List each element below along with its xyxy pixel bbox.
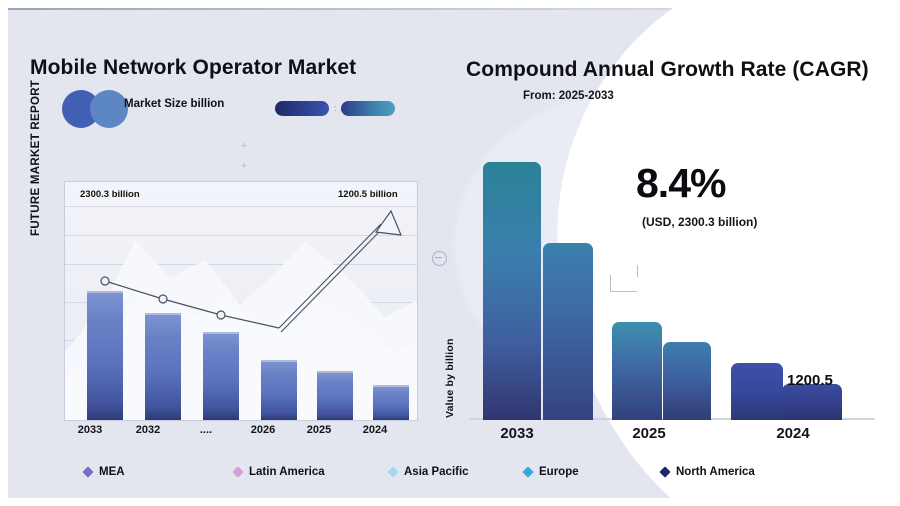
legend-pill-primary (275, 101, 329, 116)
right-bar-2033-primary (483, 162, 541, 420)
legend-item-asia-pacific[interactable]: Asia Pacific (387, 466, 524, 478)
left-chart-annotation-start: 2300.3 billion (80, 189, 140, 200)
legend-label: Latin America (249, 466, 325, 478)
right-bar-2024-secondary (782, 384, 842, 420)
right-bar-2024-primary (731, 363, 783, 420)
right-panel-subtitle: From: 2025-2033 (523, 90, 614, 102)
right-chart-data-label: 1200.5 (787, 372, 833, 389)
right-x-tick-2033: 2033 (500, 425, 534, 442)
trend-line-overlay (100, 209, 402, 333)
x-tick-2033: 2033 (77, 424, 103, 436)
legend-label: North America (676, 466, 755, 478)
x-tick-2025: 2025 (306, 424, 332, 436)
left-chart-annotation-end: 1200.5 billion (338, 189, 398, 200)
legend-label: MEA (99, 466, 125, 478)
minus-circle-icon (432, 251, 447, 266)
legend-item-north-america[interactable]: North America (659, 466, 755, 478)
right-bar-2025-primary (612, 322, 662, 420)
gridline (65, 235, 417, 236)
gridline (65, 302, 417, 303)
left-chart-y-axis-label: FUTURE MARKET REPORT (30, 79, 42, 236)
right-x-tick-2024: 2024 (776, 425, 810, 442)
bar-dots (203, 332, 239, 420)
two-overlapping-circles-icon (62, 90, 136, 128)
corner-bracket-icon (610, 265, 638, 292)
legend-diamond-icon (82, 466, 94, 478)
left-panel-title: Mobile Network Operator Market (30, 56, 357, 79)
x-tick-dots: .... (199, 424, 213, 436)
legend-diamond-icon (659, 466, 671, 478)
panel-top-border (8, 8, 892, 10)
right-x-tick-2025: 2025 (632, 425, 666, 442)
cagr-note: (USD, 2300.3 billion) (642, 215, 758, 229)
market-size-legend-label: Market Size billion (124, 98, 225, 110)
legend-pill-separator: : (334, 103, 337, 113)
region-legend: MEA Latin America Asia Pacific Europe No… (82, 466, 755, 478)
legend-item-europe[interactable]: Europe (522, 466, 661, 478)
plus-glyph-icon: + (241, 140, 248, 152)
bar-2033 (87, 291, 123, 420)
right-bar-2025-secondary (663, 342, 711, 420)
right-panel-title: Compound Annual Growth Rate (CAGR) (466, 58, 869, 81)
legend-pills: : (275, 101, 396, 116)
legend-diamond-icon (232, 466, 244, 478)
x-tick-2026: 2026 (250, 424, 276, 436)
bar-2024 (373, 385, 409, 420)
bar-2026 (261, 360, 297, 420)
legend-diamond-icon (387, 466, 399, 478)
legend-label: Asia Pacific (404, 466, 469, 478)
legend-item-mea[interactable]: MEA (82, 466, 234, 478)
right-bar-2033-secondary (543, 243, 593, 420)
legend-pill-secondary (341, 101, 396, 116)
x-tick-2032: 2032 (135, 424, 161, 436)
left-chart-plot-area (64, 181, 418, 421)
x-tick-2024: 2024 (362, 424, 388, 436)
left-chart-value-axis-label: Value by billion (444, 338, 456, 418)
plus-glyph-icon: + (241, 160, 248, 172)
legend-diamond-icon (522, 466, 534, 478)
venn-circle-right (90, 90, 128, 128)
cagr-value: 8.4% (636, 160, 726, 206)
legend-item-latin-america[interactable]: Latin America (232, 466, 389, 478)
gridline (65, 264, 417, 265)
legend-label: Europe (539, 466, 579, 478)
bar-2025 (317, 371, 353, 420)
gridline (65, 206, 417, 207)
bar-2032 (145, 313, 181, 420)
